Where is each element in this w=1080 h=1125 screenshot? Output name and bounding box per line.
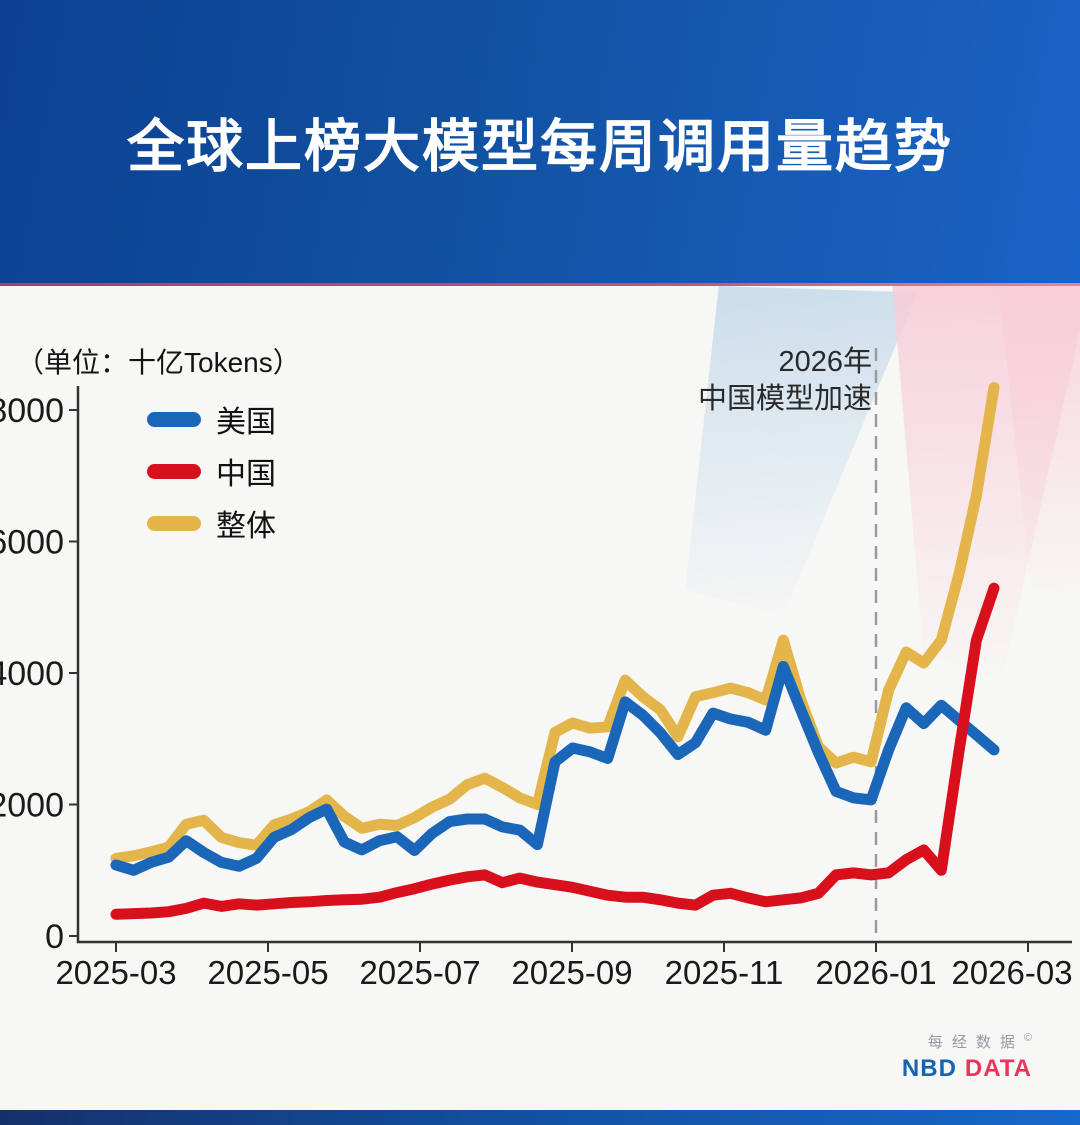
axis-lines bbox=[76, 386, 1072, 944]
banner-underline bbox=[0, 283, 1080, 286]
x-tick-label: 2026-03 bbox=[951, 954, 1072, 991]
y-tick-label: 6000 bbox=[0, 524, 64, 562]
legend-item-usa: 美国 bbox=[147, 404, 276, 439]
x-tick-label: 2025-07 bbox=[359, 954, 480, 991]
header-banner: 全球上榜大模型每周调用量趋势 bbox=[0, 0, 1080, 283]
y-tick-label: 8000 bbox=[0, 392, 64, 430]
unit-label: （单位：十亿Tokens） bbox=[16, 347, 301, 378]
legend-item-total: 整体 bbox=[147, 508, 276, 543]
copyright-mark: © bbox=[1023, 1032, 1032, 1044]
x-tick-label: 2025-09 bbox=[511, 954, 632, 991]
legend-label-usa: 美国 bbox=[216, 406, 276, 439]
annotation-line1: 2026年 bbox=[778, 346, 872, 378]
series-line-china bbox=[110, 582, 1000, 920]
legend-item-china: 中国 bbox=[147, 456, 276, 491]
y-tick-label: 2000 bbox=[0, 787, 64, 825]
series-line-usa bbox=[110, 660, 1000, 876]
x-tick-label: 2025-05 bbox=[207, 954, 328, 991]
legend-swatch-usa bbox=[147, 411, 201, 427]
legend-swatch-china bbox=[147, 463, 201, 479]
x-tick-label: 2025-03 bbox=[55, 954, 176, 991]
annotation-line2: 中国模型加速 bbox=[697, 383, 872, 415]
page-title: 全球上榜大模型每周调用量趋势 bbox=[127, 114, 953, 179]
logo-data: DATA bbox=[964, 1055, 1032, 1082]
logo-chinese-text: 每经数据© bbox=[927, 1032, 1032, 1051]
logo-nbd: NBD bbox=[901, 1055, 957, 1082]
series-line-total bbox=[110, 382, 1000, 864]
x-tick-label: 2025-11 bbox=[665, 954, 784, 991]
y-tick-label: 4000 bbox=[0, 655, 64, 693]
logo-english-text: NBD DATA bbox=[902, 1055, 1032, 1083]
x-tick-label: 2026-01 bbox=[815, 954, 936, 991]
y-tick-label: 0 bbox=[45, 918, 64, 956]
footer-bar bbox=[0, 1110, 1080, 1125]
chart-legend: 美国 中国 整体 bbox=[147, 404, 276, 543]
legend-label-china: 中国 bbox=[216, 458, 276, 491]
chart-annotation: 2026年 中国模型加速 bbox=[600, 344, 872, 418]
legend-swatch-total bbox=[147, 515, 201, 531]
legend-label-total: 整体 bbox=[216, 510, 276, 543]
nbd-data-logo: 每经数据© NBD DATA bbox=[902, 1031, 1032, 1083]
